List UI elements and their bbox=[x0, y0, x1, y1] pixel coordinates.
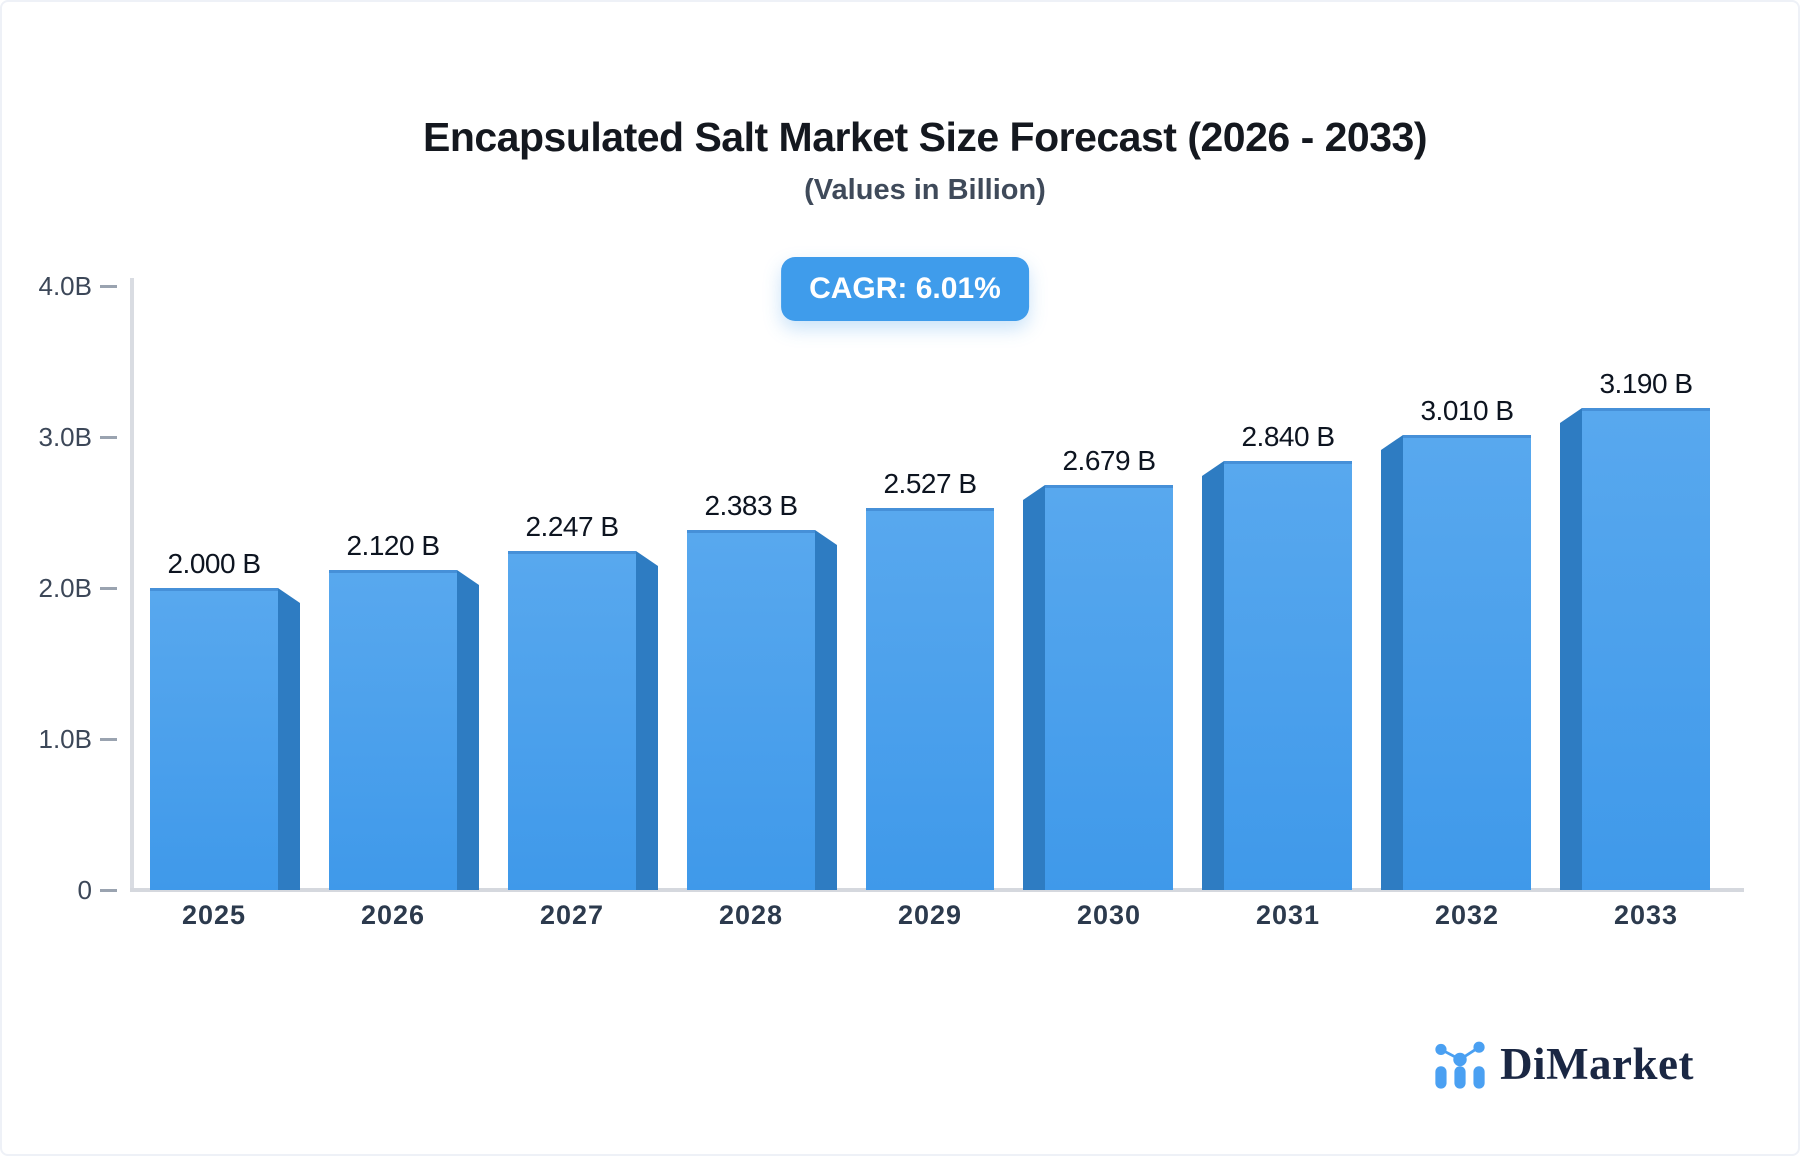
y-tick-label: 1.0B bbox=[38, 724, 93, 754]
bar-value-label: 2.000 B bbox=[167, 548, 261, 579]
x-axis-label: 2028 bbox=[718, 900, 784, 930]
bar-side bbox=[1023, 485, 1045, 890]
brand-logo-text: DiMarket bbox=[1500, 1039, 1694, 1089]
bar-value-label: 2.679 B bbox=[1062, 445, 1156, 476]
cagr-badge: CAGR: 6.01% bbox=[781, 257, 1029, 321]
bar-side bbox=[457, 570, 479, 890]
x-axis-label: 2026 bbox=[360, 900, 426, 930]
bar-face bbox=[1224, 461, 1352, 890]
bar-value-label: 3.190 B bbox=[1599, 368, 1693, 399]
y-tick bbox=[100, 889, 117, 892]
bar-side bbox=[1381, 435, 1403, 890]
bar-value-label: 2.247 B bbox=[525, 511, 619, 542]
x-axis-label: 2029 bbox=[897, 900, 963, 930]
y-tick bbox=[100, 587, 117, 590]
bar-side bbox=[1202, 461, 1224, 890]
y-tick-label: 4.0B bbox=[38, 271, 93, 301]
bar-face bbox=[1403, 435, 1531, 890]
bar-side bbox=[1560, 408, 1582, 890]
x-axis-label: 2032 bbox=[1434, 900, 1500, 930]
bar-face bbox=[1045, 485, 1173, 890]
bar-value-label: 2.383 B bbox=[704, 490, 798, 521]
bar-face bbox=[687, 530, 815, 890]
bar-face bbox=[866, 508, 994, 890]
chart-title: Encapsulated Salt Market Size Forecast (… bbox=[422, 114, 1428, 160]
chart-subtitle: (Values in Billion) bbox=[804, 174, 1046, 206]
bar-face bbox=[508, 551, 636, 890]
bar-side bbox=[636, 551, 658, 890]
x-axis-label: 2027 bbox=[539, 900, 605, 930]
y-tick-label: 3.0B bbox=[38, 422, 93, 452]
brand-logo: DiMarket bbox=[1432, 1036, 1694, 1092]
bar-face bbox=[150, 588, 278, 890]
bar-face bbox=[1582, 408, 1710, 890]
y-tick-label: 2.0B bbox=[38, 573, 93, 603]
y-tick bbox=[100, 285, 117, 288]
x-axis-label: 2031 bbox=[1255, 900, 1321, 930]
bar-value-label: 2.840 B bbox=[1241, 421, 1335, 452]
y-tick-label: 0 bbox=[77, 875, 92, 905]
bar-value-label: 3.010 B bbox=[1420, 395, 1514, 426]
x-axis-label: 2033 bbox=[1613, 900, 1679, 930]
bar-side bbox=[815, 530, 837, 890]
y-tick bbox=[100, 436, 117, 439]
x-axis-line bbox=[130, 888, 1744, 892]
y-axis-line bbox=[130, 278, 134, 890]
bar-value-label: 2.527 B bbox=[883, 468, 977, 499]
bar-face bbox=[329, 570, 457, 890]
bar-side bbox=[278, 588, 300, 890]
bar-value-label: 2.120 B bbox=[346, 530, 440, 561]
x-axis-label: 2025 bbox=[181, 900, 247, 930]
bar-chart-logo-icon bbox=[1435, 1041, 1485, 1089]
y-tick bbox=[100, 738, 117, 741]
x-axis-label: 2030 bbox=[1076, 900, 1142, 930]
